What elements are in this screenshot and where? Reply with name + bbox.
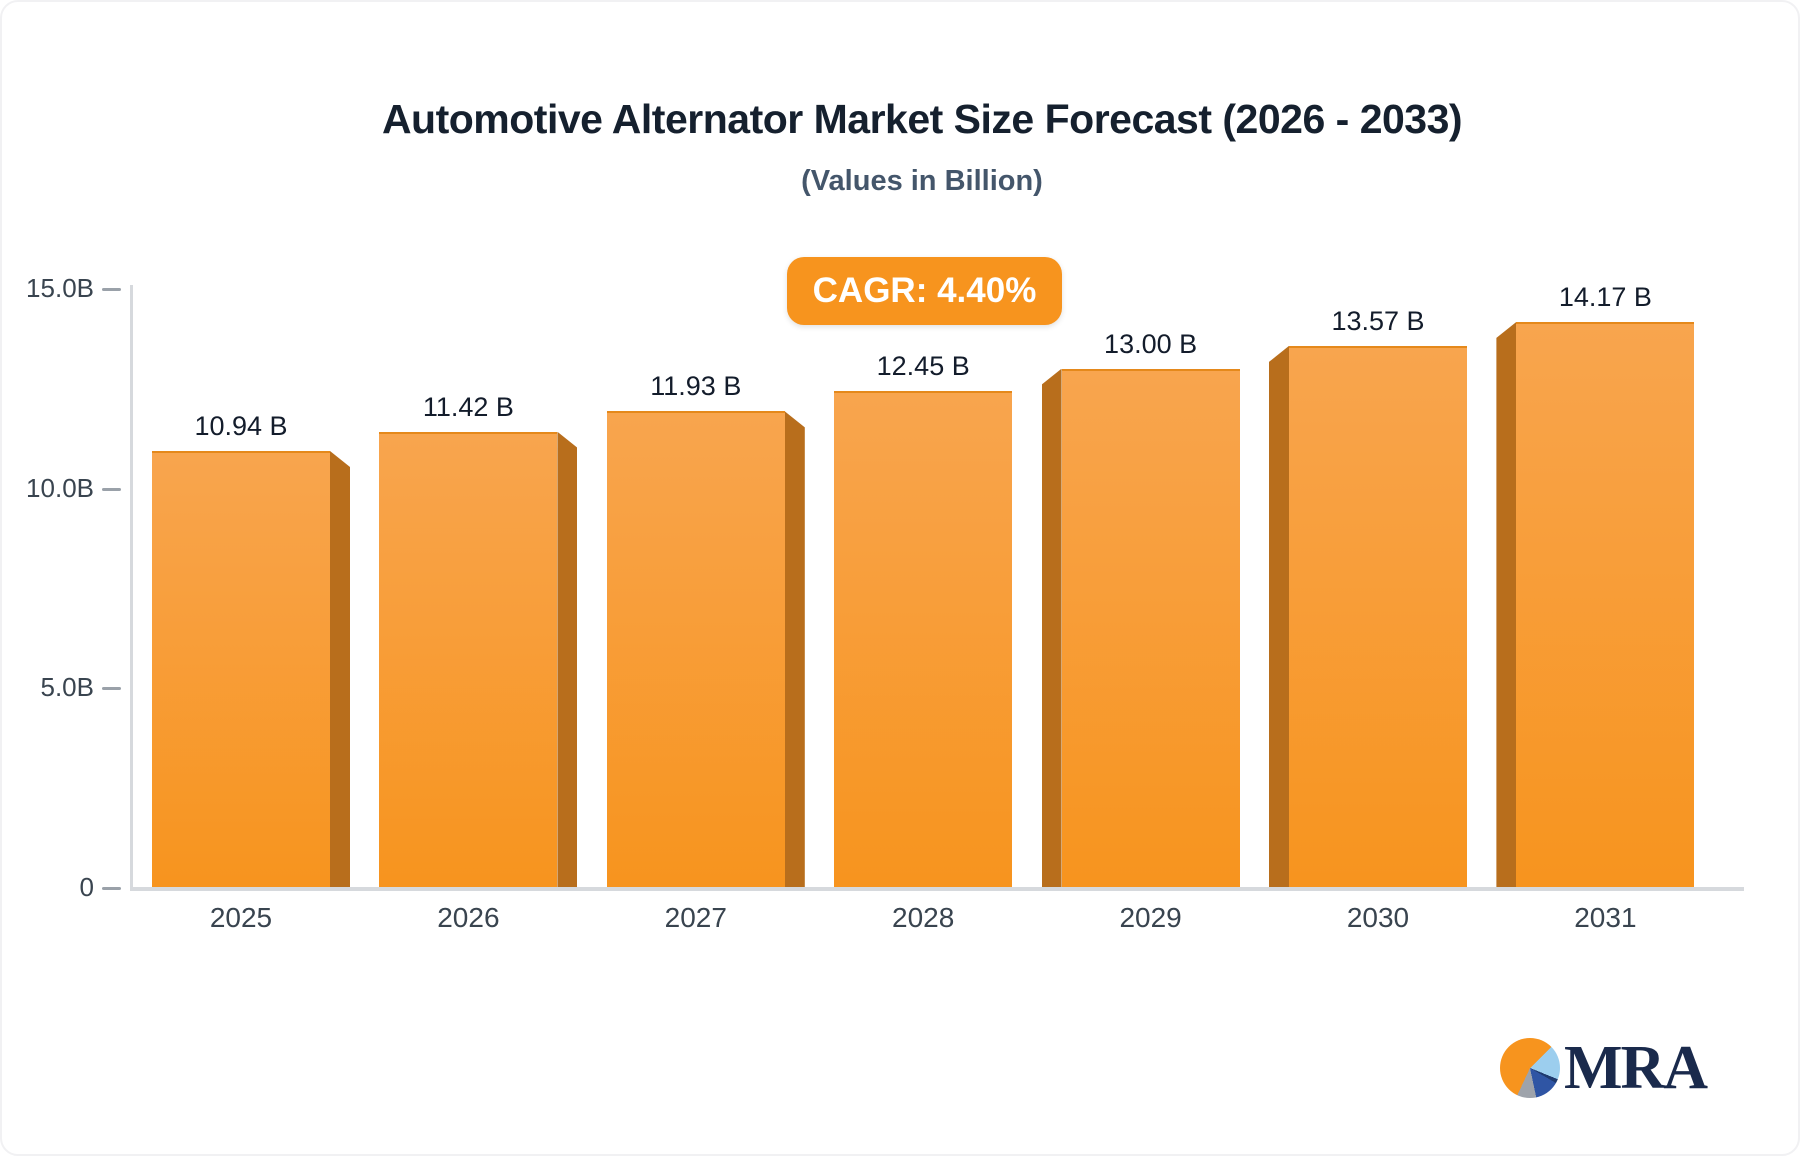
bar-face [379, 431, 558, 888]
mra-logo: MRA [1500, 1034, 1708, 1102]
bar-side [330, 450, 350, 888]
bar-side [1269, 345, 1289, 888]
bar-value-label: 10.94 B [194, 410, 288, 441]
bar-value-label: 12.45 B [876, 350, 970, 381]
bar-face [1516, 321, 1695, 888]
x-tick-label: 2030 [1346, 902, 1410, 933]
cagr-badge: CAGR: 4.40% [787, 257, 1062, 325]
y-axis-line [130, 285, 133, 891]
y-tick-label: 15.0B [26, 272, 94, 303]
bar-side [1496, 321, 1517, 888]
bar-face [1289, 345, 1467, 888]
bar-face [606, 411, 785, 888]
x-axis-line [131, 887, 1744, 891]
bar-value-label: 13.00 B [1104, 328, 1198, 359]
y-tick-mark [102, 287, 121, 291]
y-tick-mark [102, 487, 121, 491]
y-tick-label: 10.0B [26, 472, 94, 503]
x-tick-label: 2027 [664, 902, 727, 933]
bar-side [784, 411, 805, 888]
y-tick-label: 0 [79, 872, 94, 902]
x-tick-label: 2031 [1574, 902, 1637, 933]
y-tick-label: 5.0B [40, 672, 95, 703]
chart-subtitle: (Values in Billion) [801, 165, 1043, 197]
chart-title: Automotive Alternator Market Size Foreca… [381, 96, 1463, 142]
bar-face [834, 390, 1013, 888]
x-tick-label: 2028 [892, 902, 955, 933]
x-tick-label: 2026 [437, 902, 500, 933]
chart-header: Automotive Alternator Market Size Foreca… [46, 96, 1798, 198]
bar-side [1041, 368, 1062, 888]
bar-face [152, 450, 330, 888]
bar-face [1061, 368, 1240, 888]
x-tick-label: 2025 [209, 902, 273, 933]
y-tick-mark [102, 887, 121, 890]
x-tick-label: 2029 [1119, 902, 1182, 933]
bar-value-label: 13.57 B [1331, 305, 1425, 336]
logo-pie-icon [1500, 1038, 1560, 1098]
bar-value-label: 14.17 B [1558, 281, 1652, 312]
bar-value-label: 11.93 B [650, 371, 742, 402]
bar-value-label: 11.42 B [422, 391, 514, 422]
y-tick-mark [102, 687, 121, 691]
bar-side [557, 431, 578, 888]
logo-text: MRA [1564, 1034, 1708, 1102]
